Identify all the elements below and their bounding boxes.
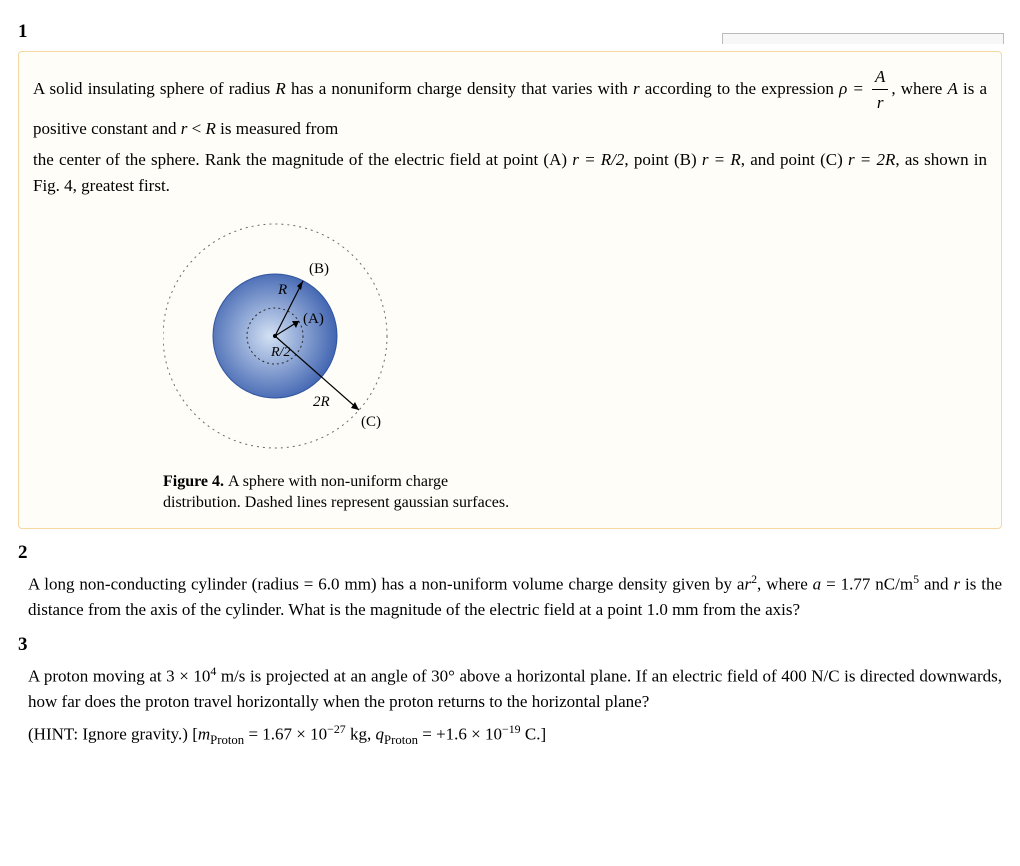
q2b: given by a [672, 575, 744, 594]
q3mP: m [198, 725, 210, 744]
q3eq1: = 1.67 × 10 [244, 725, 327, 744]
figure-4-caption: Figure 4. A sphere with non-uniform char… [163, 472, 523, 514]
q3p1: A proton moving at 3 × 10 [28, 667, 210, 686]
q1-A: A [947, 78, 957, 97]
frac-num: A [872, 64, 888, 91]
q3hpre: (HINT: Ignore gravity.) [ [28, 725, 198, 744]
q3subP2: Proton [384, 733, 418, 747]
q2a: A long non-conducting cylinder (radius =… [28, 575, 672, 594]
q3-para-1: A proton moving at 3 × 104 m/s is projec… [28, 663, 1002, 715]
q1-between2: , and point (C) [741, 150, 848, 169]
figcap-lead: Figure 4. [163, 473, 228, 490]
question-1-box: A solid insulating sphere of radius R ha… [18, 51, 1002, 529]
q2-para: A long non-conducting cylinder (radius =… [28, 571, 1002, 623]
frac-den: r [872, 90, 888, 116]
q1-pB: r = R [702, 150, 741, 169]
label-C: (C) [361, 414, 381, 430]
q3eq2: = +1.6 × 10 [418, 725, 502, 744]
q3exp19: −19 [502, 722, 521, 736]
q3qP: q [375, 725, 384, 744]
q1-text9: is measured from [216, 119, 338, 138]
label-B: (B) [309, 261, 329, 277]
question-2-number: 2 [18, 539, 1002, 568]
q3tail: C.] [521, 725, 547, 744]
label-R: R [277, 282, 287, 298]
q3-hint: (HINT: Ignore gravity.) [mProton = 1.67 … [28, 721, 1002, 750]
q1-pA: r = R/2 [572, 150, 624, 169]
label-A: (A) [303, 311, 324, 327]
label-2R: 2R [313, 394, 330, 410]
q1-p2a: the center of the sphere. Rank the magni… [33, 150, 572, 169]
q3subP1: Proton [210, 733, 244, 747]
q2g: = 1.77 nC/m [821, 575, 913, 594]
q1-rho: ρ = [839, 78, 864, 97]
q1-pC: r = 2R [848, 150, 895, 169]
tab-stub [722, 33, 1004, 44]
q3kg: kg, [346, 725, 376, 744]
label-R2: R/2 [270, 345, 290, 360]
q3exp27: −27 [327, 722, 346, 736]
figure-4: (B) R (A) R/2 2R (C) Figure 4. A sphere … [163, 206, 523, 514]
q1-para-2: the center of the sphere. Rank the magni… [33, 147, 987, 198]
question-3-number: 3 [18, 631, 1002, 660]
q2f: a [813, 575, 822, 594]
q1-lt: < [187, 119, 205, 138]
q1-text3: according to the expression [640, 78, 839, 97]
q1-R: R [275, 78, 285, 97]
q1-between: , point (B) [624, 150, 701, 169]
q2i: and [919, 575, 953, 594]
q1-r: r [633, 78, 640, 97]
q1-text: A solid insulating sphere of radius [33, 78, 275, 97]
arrow-2R-head [351, 402, 359, 410]
q2e: , where [757, 575, 813, 594]
question-1-box-wrap: A solid insulating sphere of radius R ha… [18, 51, 1002, 529]
q1-para-1: A solid insulating sphere of radius R ha… [33, 64, 987, 142]
fraction-A-over-r: A r [872, 64, 888, 116]
sphere-diagram: (B) R (A) R/2 2R (C) [163, 206, 403, 466]
q1-text4: , where [891, 78, 947, 97]
page: 1 A solid insulating sphere of radius R … [0, 0, 1020, 766]
q1-text2: has a nonuniform charge density that var… [286, 78, 633, 97]
q1-R2: R [206, 119, 216, 138]
